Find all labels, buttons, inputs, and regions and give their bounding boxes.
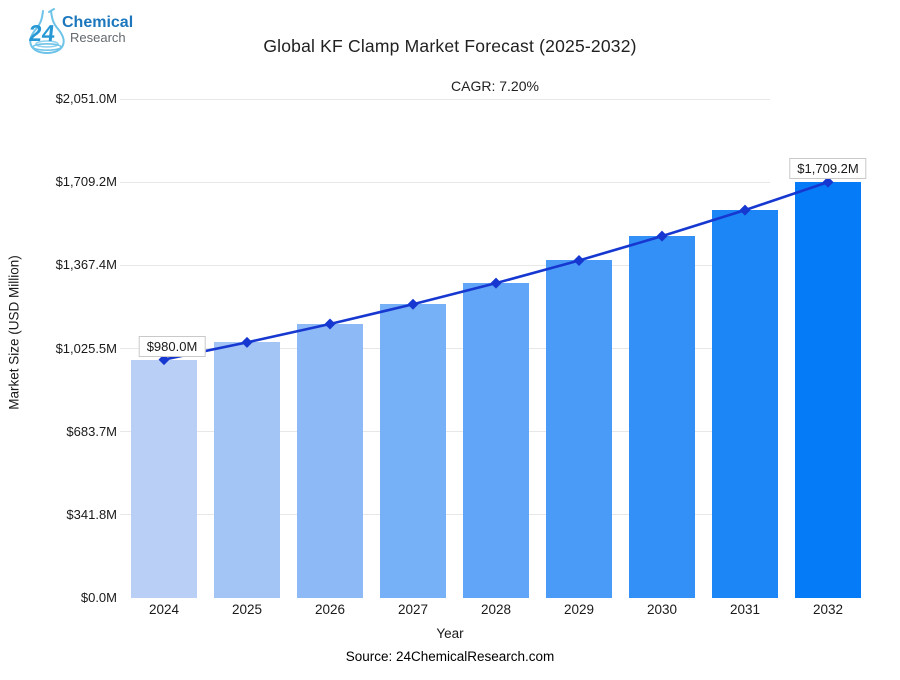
y-tick-label: $683.7M bbox=[66, 423, 117, 439]
bar-2031 bbox=[712, 210, 778, 598]
x-tick-label: 2027 bbox=[397, 602, 429, 617]
flask-icon bbox=[29, 8, 65, 55]
bar-2027 bbox=[380, 304, 446, 598]
y-tick-label: $1,709.2M bbox=[55, 174, 117, 190]
x-axis-title: Year bbox=[436, 626, 464, 641]
bar-2025 bbox=[214, 342, 280, 598]
logo: 24 Chemical Research bbox=[16, 6, 146, 55]
x-tick-label: 2030 bbox=[646, 602, 678, 617]
x-tick-label: 2026 bbox=[314, 602, 346, 617]
bar-2029 bbox=[546, 260, 612, 598]
chart-title: Global KF Clamp Market Forecast (2025-20… bbox=[263, 36, 637, 56]
x-tick-label: 2032 bbox=[812, 602, 844, 617]
logo-word-research: Research bbox=[70, 30, 126, 45]
y-tick-label: $2,051.0M bbox=[55, 91, 117, 106]
logo-graphic: 24 Chemical Research bbox=[28, 8, 133, 55]
logo-word-chemical: Chemical bbox=[62, 14, 133, 31]
bar-2030 bbox=[629, 236, 695, 598]
y-tick-label: $0.0M bbox=[80, 590, 117, 605]
x-tick-label: 2029 bbox=[563, 602, 595, 617]
bar-2026 bbox=[297, 324, 363, 598]
x-tick-label: 2028 bbox=[480, 602, 512, 617]
bar-2024 bbox=[131, 359, 197, 598]
value-label: $980.0M bbox=[138, 335, 206, 357]
y-tick-label: $341.8M bbox=[66, 506, 117, 522]
y-tick-label: $1,025.5M bbox=[55, 340, 117, 356]
x-tick-label: 2024 bbox=[148, 602, 180, 617]
gridline bbox=[120, 181, 770, 183]
source-text: Source: 24ChemicalResearch.com bbox=[345, 649, 555, 664]
logo-number: 24 bbox=[28, 20, 56, 46]
bar-2028 bbox=[463, 283, 529, 598]
chart-subtitle: CAGR: 7.20% bbox=[451, 78, 539, 94]
gridline bbox=[120, 98, 770, 100]
y-tick-label: $1,367.4M bbox=[55, 257, 117, 273]
x-tick-label: 2025 bbox=[231, 602, 263, 617]
x-tick-label: 2031 bbox=[729, 602, 761, 617]
value-label: $1,709.2M bbox=[789, 158, 867, 180]
bar-2032 bbox=[795, 182, 861, 598]
